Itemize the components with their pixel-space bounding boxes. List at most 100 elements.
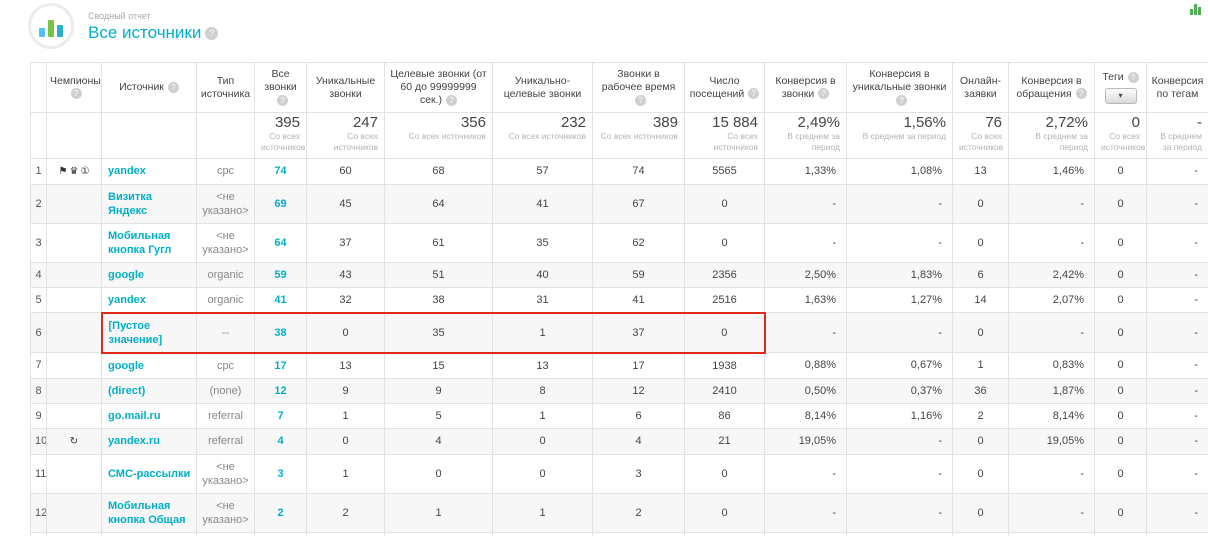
all-calls-link[interactable]: 17 (274, 359, 287, 372)
table-row: 5 yandex organic 41 32 38 31 41 2516 1,63% 1,27% 14… (30, 286, 1208, 314)
col-header-conv_calls[interactable]: Конверсия в звонки? (764, 61, 847, 114)
source-link[interactable]: СМС-рассылки (108, 467, 191, 480)
num-cell: 3 (30, 222, 47, 263)
help-icon[interactable]: ? (748, 88, 760, 100)
unique_target-cell: 0 (492, 453, 593, 494)
all-calls-link[interactable]: 64 (274, 236, 287, 249)
conv_appeals-cell: - (1008, 453, 1095, 494)
conv_tags-cell: - (1146, 492, 1208, 533)
col-header-conv_appeals[interactable]: Конверсия в обращения? (1008, 61, 1095, 114)
target_calls-cell: 15 (384, 352, 493, 379)
visits-cell: 2356 (684, 261, 765, 288)
conv_unique-cell: 1,16% (846, 402, 953, 429)
source-cell: Визитка Яндекс (101, 183, 197, 224)
logo-bar (57, 25, 63, 37)
source-link[interactable]: [Пустое значение] (108, 319, 163, 346)
all-calls-link[interactable]: 38 (274, 326, 287, 339)
conv_tags-cell: - (1146, 183, 1208, 224)
source-link[interactable]: go.mail.ru (108, 409, 161, 422)
all-calls-link[interactable]: 3 (277, 467, 284, 480)
online-cell: 13 (952, 157, 1009, 185)
source-link[interactable]: Мобильная кнопка Гугл (108, 229, 172, 256)
help-icon[interactable]: ? (635, 94, 646, 106)
source-cell: Визитка Гугл (101, 531, 197, 536)
source-link[interactable]: Визитка Яндекс (108, 190, 152, 217)
col-header-visits[interactable]: Число посещений? (684, 61, 765, 114)
target_calls-cell: 0 (384, 453, 493, 494)
all-calls-link[interactable]: 59 (274, 268, 287, 281)
all-calls-link[interactable]: 2 (277, 506, 284, 519)
summary-caption: Со всех источников (600, 131, 678, 142)
col-header-online[interactable]: Онлайн-заявки (952, 61, 1009, 114)
title-help-icon[interactable]: ? (205, 27, 219, 41)
col-header-tags[interactable]: Теги? ▾ (1094, 61, 1147, 114)
help-icon[interactable]: ? (277, 94, 288, 106)
tags-cell: 0 (1094, 427, 1147, 455)
conv_calls-cell: 19,05% (764, 427, 847, 455)
tags-cell: 0 (1094, 402, 1147, 429)
help-icon[interactable]: ? (446, 94, 458, 106)
summary-caption: В среднем за период (1160, 131, 1202, 152)
all-calls-link[interactable]: 7 (277, 409, 284, 422)
type-cell: organic (196, 286, 255, 314)
summary-value: 2,72% (1045, 114, 1088, 132)
col-header-label: Целевые звонки (от 60 до 99999999 сек.) (390, 68, 487, 107)
col-header-all_calls[interactable]: Все звонки? (254, 61, 307, 114)
source-link[interactable]: google (108, 359, 145, 372)
help-icon[interactable]: ? (896, 94, 907, 106)
source-link[interactable]: (direct) (108, 384, 146, 397)
help-icon[interactable]: ? (1075, 88, 1087, 100)
summary-conv_calls: 2,49% В среднем за период (764, 112, 847, 159)
source-link[interactable]: Мобильная кнопка Общая (108, 499, 186, 526)
online-cell: 0 (952, 427, 1009, 455)
export-icon[interactable] (1190, 3, 1202, 15)
all_calls-cell: 2 (254, 492, 307, 533)
page-title-text: Все источники (88, 23, 202, 42)
col-header-source[interactable]: Источник? (101, 61, 197, 114)
help-icon[interactable]: ? (818, 88, 830, 100)
conv_unique-cell: - (846, 453, 953, 494)
help-icon[interactable]: ? (167, 81, 179, 93)
all-calls-link[interactable]: 74 (274, 165, 287, 178)
source-link[interactable]: yandex (108, 165, 146, 178)
col-header-unique_target[interactable]: Уникально-целевые звонки (492, 61, 593, 114)
all-calls-link[interactable]: 12 (274, 384, 287, 397)
unique_target-cell: 31 (492, 286, 593, 314)
unique_target-cell: 13 (492, 352, 593, 379)
champions-cell (46, 183, 102, 224)
type-cell: cpc (196, 157, 255, 185)
col-header-type[interactable]: Тип источника (196, 61, 255, 114)
col-header-num[interactable] (30, 61, 47, 114)
work_calls-cell: 4 (592, 427, 685, 455)
col-header-label: Уникально-целевые звонки (503, 74, 582, 100)
conv_unique-cell: 1,27% (846, 286, 953, 314)
col-header-conv_tags[interactable]: Конверсия по тегам (1146, 61, 1208, 114)
work_calls-cell: 2 (592, 531, 685, 536)
conv_unique-cell: - (846, 531, 953, 536)
tags-filter-dropdown[interactable]: ▾ (1104, 88, 1137, 105)
all-calls-link[interactable]: 69 (274, 197, 287, 210)
source-link[interactable]: yandex (108, 293, 146, 306)
col-header-unique_calls[interactable]: Уникальные звонки (306, 61, 385, 114)
all-calls-link[interactable]: 4 (277, 435, 284, 448)
help-icon[interactable]: ? (1127, 71, 1139, 83)
col-header-conv_unique[interactable]: Конверсия в уникальные звонки? (846, 61, 953, 114)
source-link[interactable]: yandex.ru (108, 435, 160, 448)
target_calls-cell: 5 (384, 402, 493, 429)
unique_target-cell: 41 (492, 183, 593, 224)
summary-caption: В среднем за период (862, 131, 946, 142)
work_calls-cell: 2 (592, 492, 685, 533)
summary-caption: Со всех источников (508, 131, 586, 142)
champions-cell (46, 377, 102, 404)
work_calls-cell: 6 (592, 402, 685, 429)
num-cell: 5 (30, 286, 47, 314)
col-header-champions[interactable]: Чемпионы? (46, 61, 102, 114)
all-calls-link[interactable]: 41 (274, 293, 287, 306)
source-link[interactable]: google (108, 268, 145, 281)
help-icon[interactable]: ? (70, 88, 82, 100)
conv_calls-cell: - (764, 222, 847, 263)
col-header-target_calls[interactable]: Целевые звонки (от 60 до 99999999 сек.)? (384, 61, 493, 114)
source-cell: go.mail.ru (101, 402, 197, 429)
online-cell: 1 (952, 352, 1009, 379)
col-header-work_calls[interactable]: Звонки в рабочее время? (592, 61, 685, 114)
